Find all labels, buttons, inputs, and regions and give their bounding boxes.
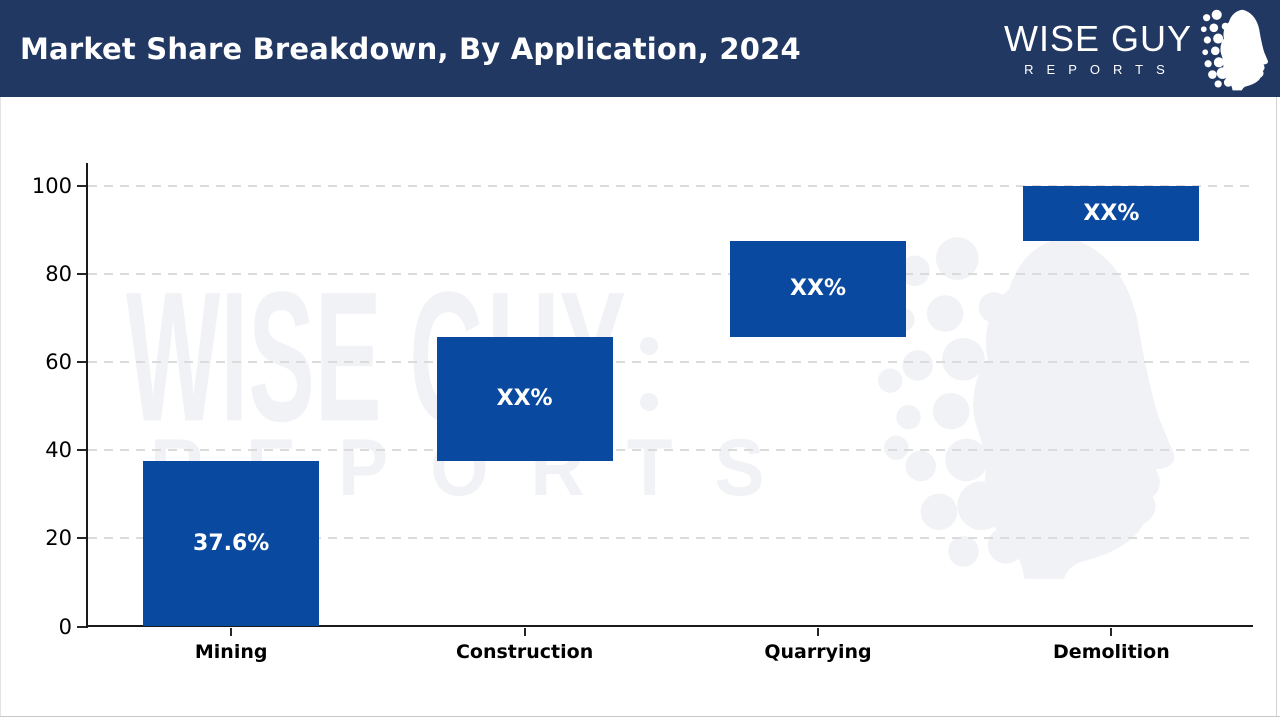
bar-construction: XX%	[436, 336, 613, 461]
gridline-100	[88, 184, 1253, 187]
frame-right-line	[1276, 97, 1277, 717]
frame-left-line	[0, 97, 1, 717]
y-tick-label-100: 100	[31, 173, 72, 198]
y-tick-100	[77, 184, 87, 187]
brand-text: WISE GUY REPORTS	[1003, 17, 1192, 77]
bar-mining: 37.6%	[143, 460, 320, 627]
gridline-20	[88, 537, 1253, 540]
y-tick-20	[77, 537, 87, 540]
brand-logo: WISE GUY REPORTS	[1004, 7, 1280, 91]
gridline-80	[88, 272, 1253, 275]
bar-value-label: XX%	[496, 386, 553, 412]
y-tick-0	[77, 625, 87, 628]
chart-area: WISE GUY REPORTS 0 20 40 60 80 100 37.6% Mining…	[0, 97, 1280, 717]
x-tick-construction	[523, 627, 526, 636]
y-tick-label-0: 0	[58, 614, 72, 639]
x-axis-line	[86, 625, 1253, 627]
page-title: Market Share Breakdown, By Application, …	[20, 31, 801, 66]
watermark-dot	[640, 393, 658, 411]
x-tick-label-construction: Construction	[455, 640, 594, 663]
y-tick-60	[77, 360, 87, 363]
bar-value-label: XX%	[1083, 200, 1140, 226]
x-tick-label-quarrying: Quarrying	[764, 640, 872, 663]
x-tick-quarrying	[817, 627, 819, 636]
header-bar: Market Share Breakdown, By Application, …	[0, 0, 1280, 97]
bar-demolition: XX%	[1023, 185, 1200, 241]
y-tick-label-60: 60	[45, 349, 72, 374]
watermark-dot	[640, 337, 658, 355]
x-tick-mining	[230, 627, 233, 636]
brand-sub: REPORTS	[1024, 61, 1178, 77]
y-axis-line	[86, 163, 88, 628]
gridline-60	[88, 360, 1253, 363]
frame-bottom-line	[0, 716, 1280, 717]
dotted-head-profile-icon	[1200, 9, 1268, 90]
watermark-head-profile-icon	[878, 237, 1175, 579]
x-tick-demolition	[1110, 627, 1113, 636]
bar-value-label: 37.6%	[193, 531, 270, 557]
bar-value-label: XX%	[790, 276, 846, 302]
y-tick-40	[77, 449, 87, 452]
y-tick-label-40: 40	[45, 438, 72, 463]
bar-quarrying: XX%	[730, 240, 906, 337]
y-tick-80	[77, 272, 87, 275]
x-tick-label-demolition: Demolition	[1053, 640, 1170, 663]
y-tick-label-80: 80	[45, 261, 72, 286]
x-tick-label-mining: Mining	[194, 640, 268, 663]
brand-name: WISE GUY	[1003, 17, 1192, 59]
gridline-40	[88, 449, 1253, 452]
y-tick-label-20: 20	[45, 526, 72, 551]
